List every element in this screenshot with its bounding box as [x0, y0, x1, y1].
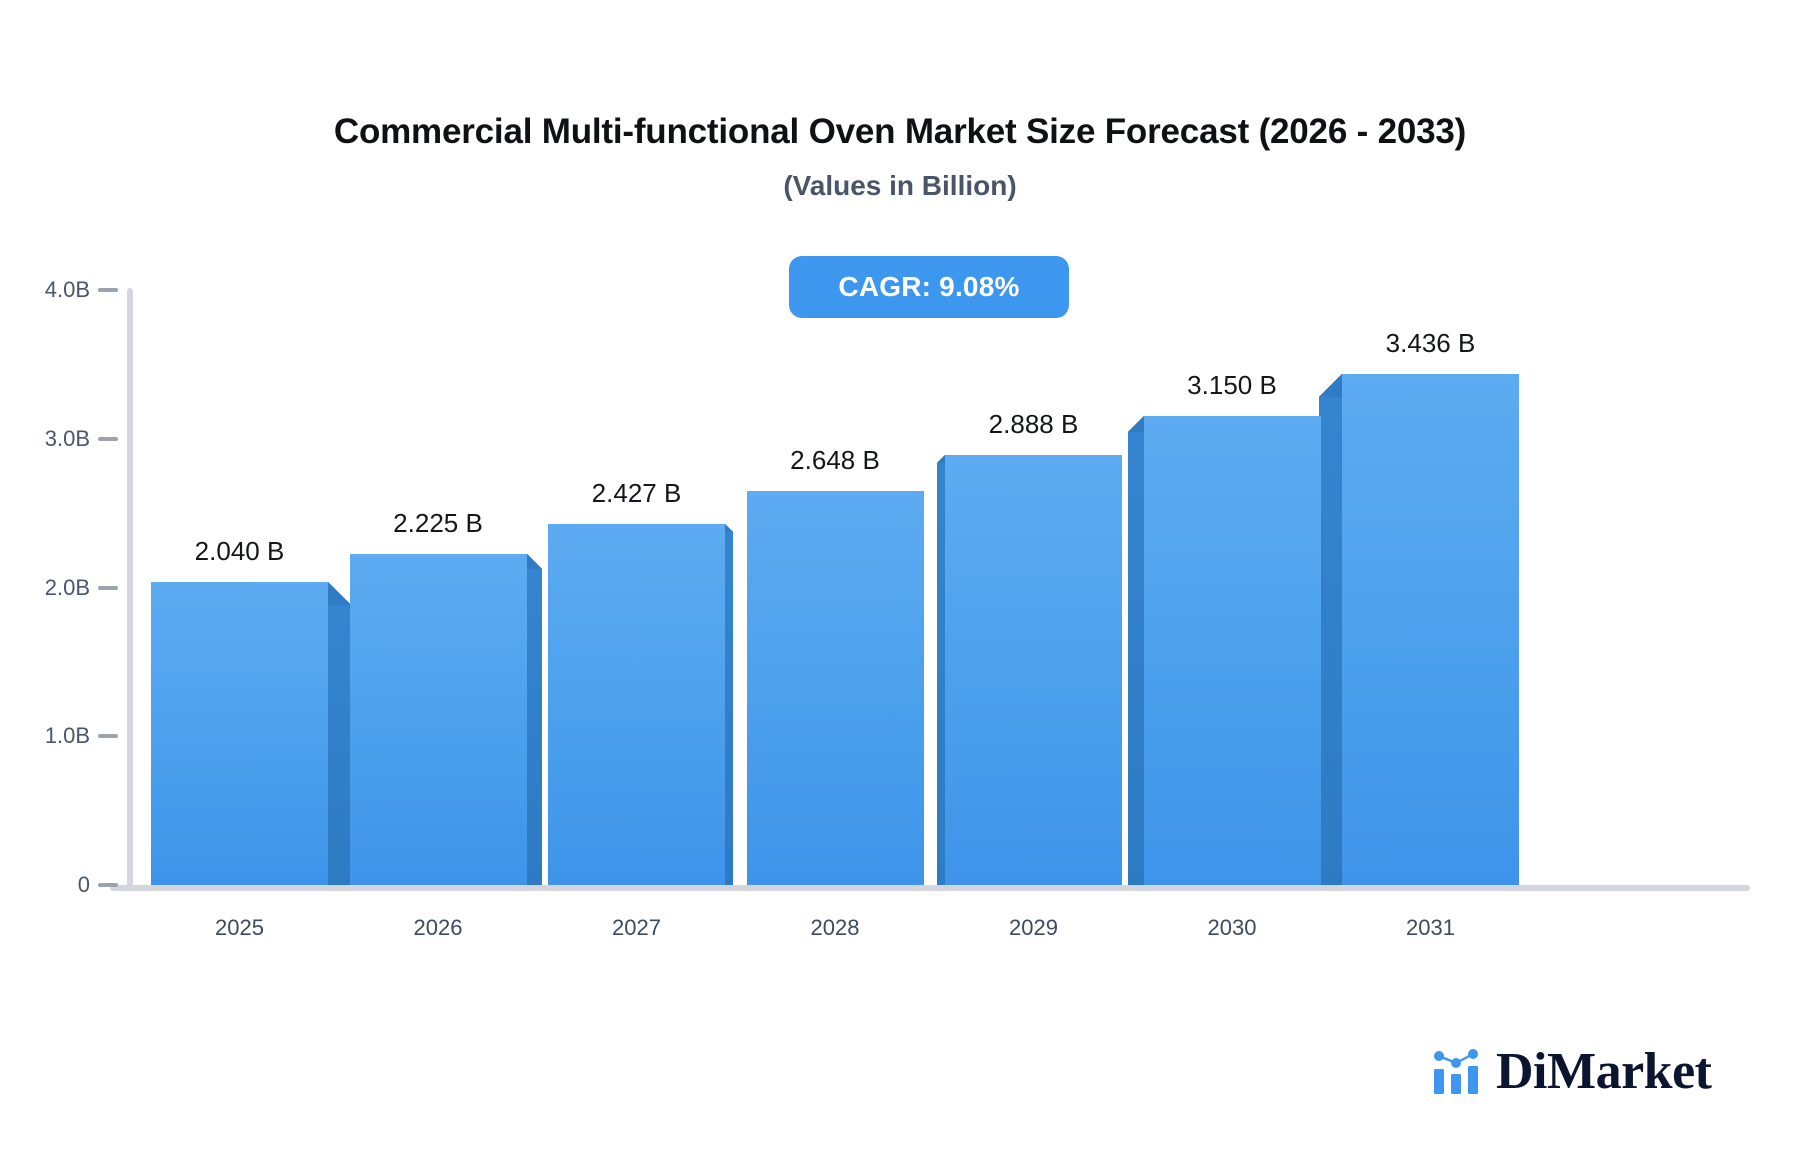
- bar[interactable]: [1128, 416, 1321, 885]
- bar-chart-line-icon: [1434, 1049, 1478, 1094]
- y-axis-tick-mark: [98, 883, 118, 887]
- x-axis-tick-label: 2030: [1207, 915, 1257, 940]
- bar-front-face: [548, 523, 725, 885]
- y-axis-tick-mark: [98, 734, 118, 739]
- bar-value-label: 3.436 B: [1385, 327, 1476, 358]
- bar-side-face: [725, 531, 733, 885]
- y-axis-tick-mark: [98, 585, 118, 590]
- brand-logo: DiMarket: [1432, 1043, 1712, 1100]
- bar-top-face: [526, 554, 542, 570]
- bar[interactable]: [548, 523, 733, 885]
- bar-side-face: [1319, 396, 1342, 885]
- bar-value-label: 3.150 B: [1187, 370, 1277, 401]
- bar[interactable]: [937, 455, 1122, 885]
- bar-side-face: [1128, 431, 1144, 885]
- x-axis-tick-label: 2026: [413, 915, 463, 940]
- x-axis-tick-label: 2028: [810, 915, 860, 940]
- x-axis-tick-label: 2025: [215, 915, 264, 940]
- bar-front-face: [151, 581, 328, 885]
- cagr-badge-label: CAGR: 9.08%: [838, 271, 1020, 302]
- cagr-badge: CAGR: 9.08%: [789, 256, 1069, 318]
- bar-top-face: [1128, 416, 1144, 432]
- bar-top-face: [937, 455, 945, 464]
- bar-side-face: [526, 569, 542, 885]
- bar-value-label: 2.648 B: [790, 445, 880, 476]
- bar-top-face: [1319, 373, 1342, 397]
- bar[interactable]: [151, 581, 351, 885]
- y-axis-tick-mark: [98, 288, 118, 292]
- page-title: Commercial Multi-functional Oven Market …: [333, 112, 1467, 151]
- bar-side-face: [328, 604, 351, 885]
- bar[interactable]: [1319, 373, 1519, 885]
- bar-value-label: 2.888 B: [988, 409, 1079, 440]
- bar-front-face: [746, 491, 924, 885]
- y-axis-tick-mark: [98, 436, 118, 441]
- y-axis-tick-label: 0: [77, 872, 90, 897]
- bar[interactable]: [746, 491, 924, 885]
- y-axis-tick-label: 1.0B: [44, 723, 90, 749]
- bar[interactable]: [349, 554, 542, 885]
- x-axis-tick-label: 2031: [1406, 915, 1455, 940]
- bar-top-face: [725, 524, 733, 532]
- bar-value-label: 2.225 B: [393, 508, 483, 539]
- x-axis-tick-label: 2029: [1009, 915, 1058, 940]
- bar-front-face: [349, 554, 527, 885]
- x-axis-tick-label: 2027: [612, 915, 661, 940]
- bar-top-face: [328, 581, 351, 605]
- x-axis-line: [110, 885, 1750, 891]
- bar-value-label: 2.040 B: [194, 535, 285, 566]
- y-axis-tick-label: 4.0B: [44, 277, 90, 302]
- chart-subtitle: (Values in Billion): [783, 170, 1017, 201]
- y-axis-tick-label: 2.0B: [44, 574, 90, 600]
- y-axis-line: [127, 288, 133, 888]
- bar-front-face: [945, 455, 1122, 885]
- brand-name: DiMarket: [1496, 1043, 1712, 1100]
- bar-value-label: 2.427 B: [591, 477, 682, 508]
- bar-front-face: [1342, 373, 1519, 885]
- y-axis-tick-label: 3.0B: [44, 425, 90, 451]
- bar-front-face: [1143, 416, 1321, 885]
- bar-side-face: [937, 463, 945, 885]
